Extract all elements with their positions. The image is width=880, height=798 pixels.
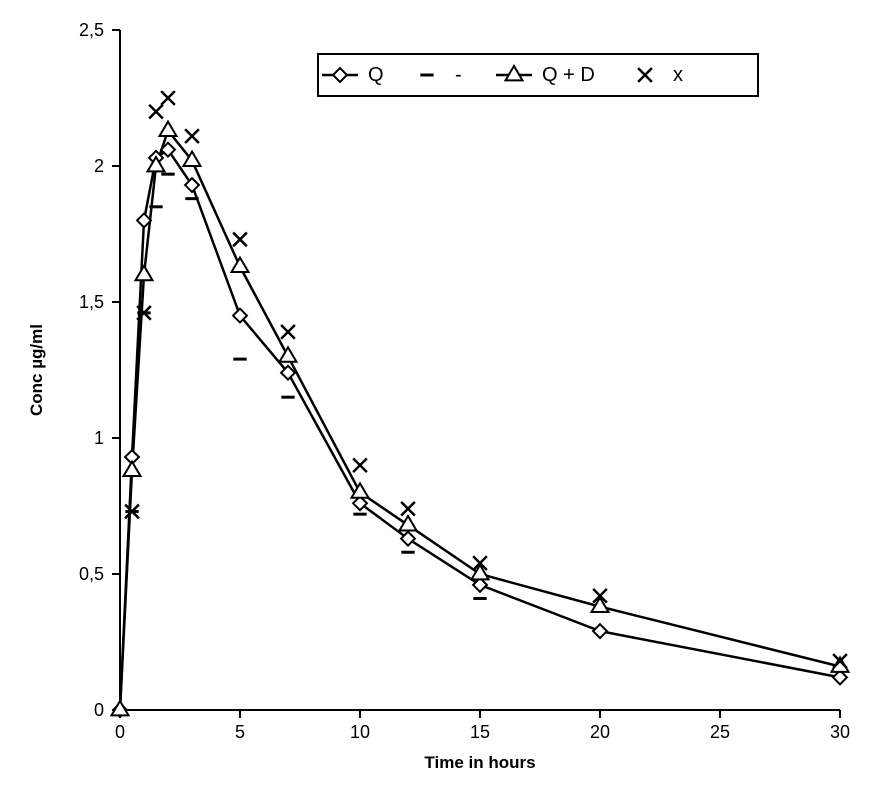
svg-text:Conc µg/ml: Conc µg/ml: [27, 324, 46, 416]
svg-text:2: 2: [94, 156, 104, 176]
svg-text:Q: Q: [368, 64, 384, 86]
svg-text:Q + D: Q + D: [542, 64, 595, 86]
svg-text:30: 30: [830, 722, 850, 742]
svg-text:0: 0: [94, 700, 104, 720]
chart-container: 0 5 10 15 20 25 30 0 0,5 1 1,5 2 2,5 Time in hours Con…: [0, 0, 880, 798]
svg-text:-: -: [455, 64, 462, 86]
svg-text:2,5: 2,5: [79, 20, 104, 40]
svg-text:1: 1: [94, 428, 104, 448]
line-chart: 0 5 10 15 20 25 30 0 0,5 1 1,5 2 2,5 Time in hours Con…: [0, 0, 880, 798]
svg-text:x: x: [673, 64, 683, 86]
svg-text:1,5: 1,5: [79, 292, 104, 312]
svg-text:25: 25: [710, 722, 730, 742]
svg-text:20: 20: [590, 722, 610, 742]
svg-text:Time in hours: Time in hours: [424, 753, 535, 772]
svg-text:0: 0: [115, 722, 125, 742]
svg-text:15: 15: [470, 722, 490, 742]
svg-text:5: 5: [235, 722, 245, 742]
svg-text:0,5: 0,5: [79, 564, 104, 584]
svg-text:10: 10: [350, 722, 370, 742]
